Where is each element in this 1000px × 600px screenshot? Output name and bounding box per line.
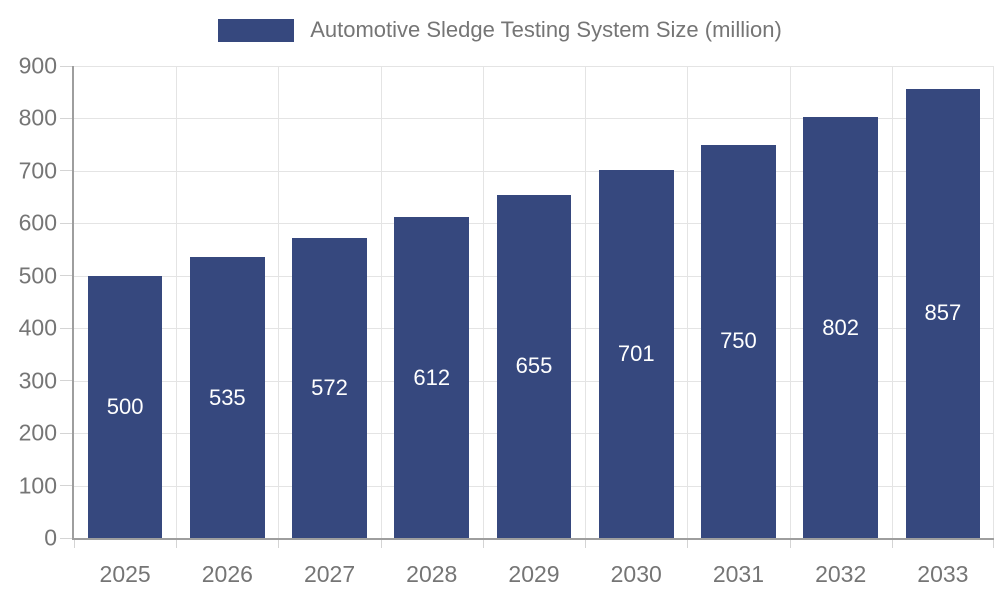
x-gridline (993, 66, 994, 538)
x-axis-tick (585, 540, 587, 548)
y-axis-tick (60, 327, 72, 329)
y-axis-label: 800 (18, 104, 57, 131)
x-gridline (789, 66, 791, 538)
bar-value-label: 857 (924, 300, 962, 326)
x-axis-label: 2030 (610, 561, 662, 587)
x-axis-tick (380, 540, 382, 548)
bar-value-label: 535 (208, 384, 246, 410)
bar-value-label: 802 (822, 314, 859, 340)
legend-swatch (218, 18, 295, 42)
y-axis-tick (60, 537, 72, 539)
bar-value-label: 701 (617, 341, 655, 367)
y-axis-label: 400 (18, 314, 57, 341)
bar-2028: 612 (394, 217, 470, 538)
x-axis-label: 2033 (917, 561, 969, 587)
x-axis-label: 2026 (201, 561, 253, 587)
legend-label: Automotive Sledge Testing System Size (m… (310, 17, 782, 42)
x-axis-tick (687, 540, 689, 548)
y-gridline (74, 66, 994, 67)
plot-area: 0 100 200 300 400 500 600 700 800 900 2025 500 2026 5… (19, 53, 994, 587)
x-gridline (482, 66, 484, 538)
bar-2025: 500 (87, 275, 163, 538)
x-axis-tick (891, 540, 893, 548)
y-axis-label: 300 (18, 367, 57, 394)
bar-2030: 701 (598, 170, 674, 538)
y-axis-tick (60, 432, 72, 434)
bar-2033: 857 (905, 88, 981, 538)
x-axis-tick (176, 540, 178, 548)
x-gridline (380, 66, 382, 538)
x-gridline (176, 66, 178, 538)
y-gridline (74, 170, 994, 172)
y-axis-label: 700 (18, 157, 57, 184)
bar-2026: 535 (190, 257, 265, 538)
y-axis-tick (60, 380, 72, 382)
y-axis-label: 900 (18, 52, 57, 79)
bar-value-label: 612 (413, 364, 451, 390)
y-axis-tick (60, 222, 72, 224)
x-axis-label: 2029 (508, 561, 560, 587)
x-gridline (585, 66, 587, 538)
x-axis-tick (482, 540, 484, 548)
bar-2027: 572 (292, 238, 367, 538)
x-gridline (278, 66, 280, 538)
y-axis-label: 0 (44, 524, 57, 551)
y-axis-tick (60, 485, 72, 487)
x-gridline (687, 66, 689, 538)
bar-value-label: 500 (106, 393, 144, 419)
legend[interactable]: Automotive Sledge Testing System Size (m… (0, 17, 1000, 43)
x-axis-tick (789, 540, 791, 548)
bar-2032: 802 (803, 117, 878, 538)
y-axis-tick (60, 275, 72, 277)
x-axis-label: 2025 (99, 561, 151, 587)
x-axis-label: 2031 (712, 561, 765, 587)
bar-value-label: 750 (720, 328, 757, 354)
y-axis-label: 200 (18, 419, 57, 446)
x-axis-tick (993, 540, 994, 548)
x-axis-tick (278, 540, 280, 548)
y-axis-label: 100 (18, 472, 57, 499)
x-axis-label: 2032 (815, 561, 867, 587)
x-axis-label: 2028 (406, 561, 458, 587)
bar-value-label: 655 (515, 353, 553, 379)
y-axis-label: 600 (18, 209, 57, 236)
x-axis-label: 2027 (303, 561, 356, 587)
y-axis-tick (60, 170, 72, 172)
x-gridline (891, 66, 893, 538)
y-axis-tick (60, 65, 72, 67)
y-axis-tick (60, 117, 72, 119)
y-gridline (74, 118, 994, 120)
y-axis-label: 500 (18, 262, 57, 289)
bar-2031: 750 (701, 144, 776, 538)
bar-value-label: 572 (311, 375, 348, 401)
bar-2029: 655 (496, 194, 572, 538)
x-axis-tick (74, 540, 75, 548)
